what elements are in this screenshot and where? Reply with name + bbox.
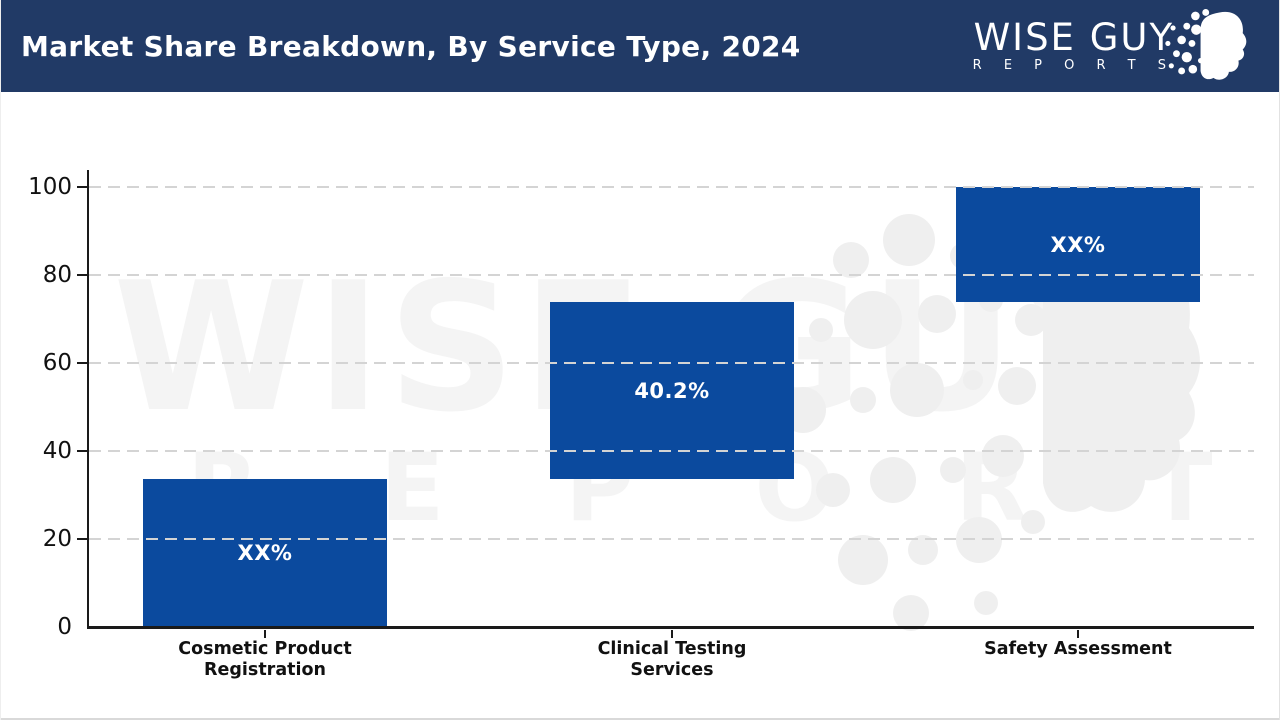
gridline-80 bbox=[89, 274, 1254, 276]
bar-2: 40.2% bbox=[550, 302, 794, 480]
y-axis-spine bbox=[87, 170, 89, 627]
category-label-line: Registration bbox=[204, 660, 326, 680]
bar-1: XX% bbox=[143, 479, 387, 627]
y-tick-mark-100 bbox=[77, 186, 87, 188]
x-axis-spine bbox=[87, 626, 1254, 629]
x-tick-mark-2 bbox=[671, 630, 673, 638]
x-tick-mark-3 bbox=[1077, 630, 1079, 638]
category-label-3: Safety Assessment bbox=[908, 639, 1248, 660]
category-label-line: Cosmetic Product bbox=[178, 639, 352, 659]
chart-title: Market Share Breakdown, By Service Type,… bbox=[21, 29, 801, 63]
header-bar: Market Share Breakdown, By Service Type,… bbox=[1, 0, 1279, 92]
gridline-20 bbox=[89, 538, 1254, 540]
gridline-60 bbox=[89, 362, 1254, 364]
category-label-line: Clinical Testing bbox=[597, 639, 747, 659]
category-label-1: Cosmetic Product Registration bbox=[95, 639, 435, 681]
y-tick-label-60: 60 bbox=[42, 350, 72, 376]
gridline-40 bbox=[89, 450, 1254, 452]
y-tick-mark-20 bbox=[77, 538, 87, 540]
dotted-face-icon bbox=[1165, 9, 1247, 80]
y-tick-mark-80 bbox=[77, 274, 87, 276]
y-tick-mark-40 bbox=[77, 450, 87, 452]
logo-text: WISE GUY R E P O R T S bbox=[972, 15, 1175, 73]
y-tick-mark-60 bbox=[77, 362, 87, 364]
y-tick-label-80: 80 bbox=[42, 262, 72, 288]
category-label-line: Safety Assessment bbox=[984, 639, 1172, 659]
wise-guy-reports-logo: WISE GUY R E P O R T S bbox=[973, 6, 1247, 86]
bar-value-label-1: XX% bbox=[237, 541, 293, 566]
gridline-100 bbox=[89, 186, 1254, 188]
y-tick-label-100: 100 bbox=[28, 174, 72, 200]
category-label-2: Clinical Testing Services bbox=[502, 639, 842, 681]
category-label-line: Services bbox=[630, 660, 714, 680]
x-tick-mark-1 bbox=[264, 630, 266, 638]
bar-value-label-2: 40.2% bbox=[634, 378, 710, 403]
logo-wordmark: WISE GUY bbox=[973, 15, 1175, 59]
y-tick-label-0: 0 bbox=[57, 614, 72, 640]
bar-3: XX% bbox=[956, 187, 1200, 303]
y-tick-label-20: 20 bbox=[42, 526, 72, 552]
page-border-bottom bbox=[1, 718, 1279, 720]
y-tick-label-40: 40 bbox=[42, 438, 72, 464]
plot-area: XX% 40.2% XX% 0 20 40 60 80 100 Cosmetic Produc… bbox=[28, 170, 1254, 680]
bar-value-label-3: XX% bbox=[1050, 232, 1106, 257]
logo-subtitle: R E P O R T S bbox=[972, 57, 1175, 73]
